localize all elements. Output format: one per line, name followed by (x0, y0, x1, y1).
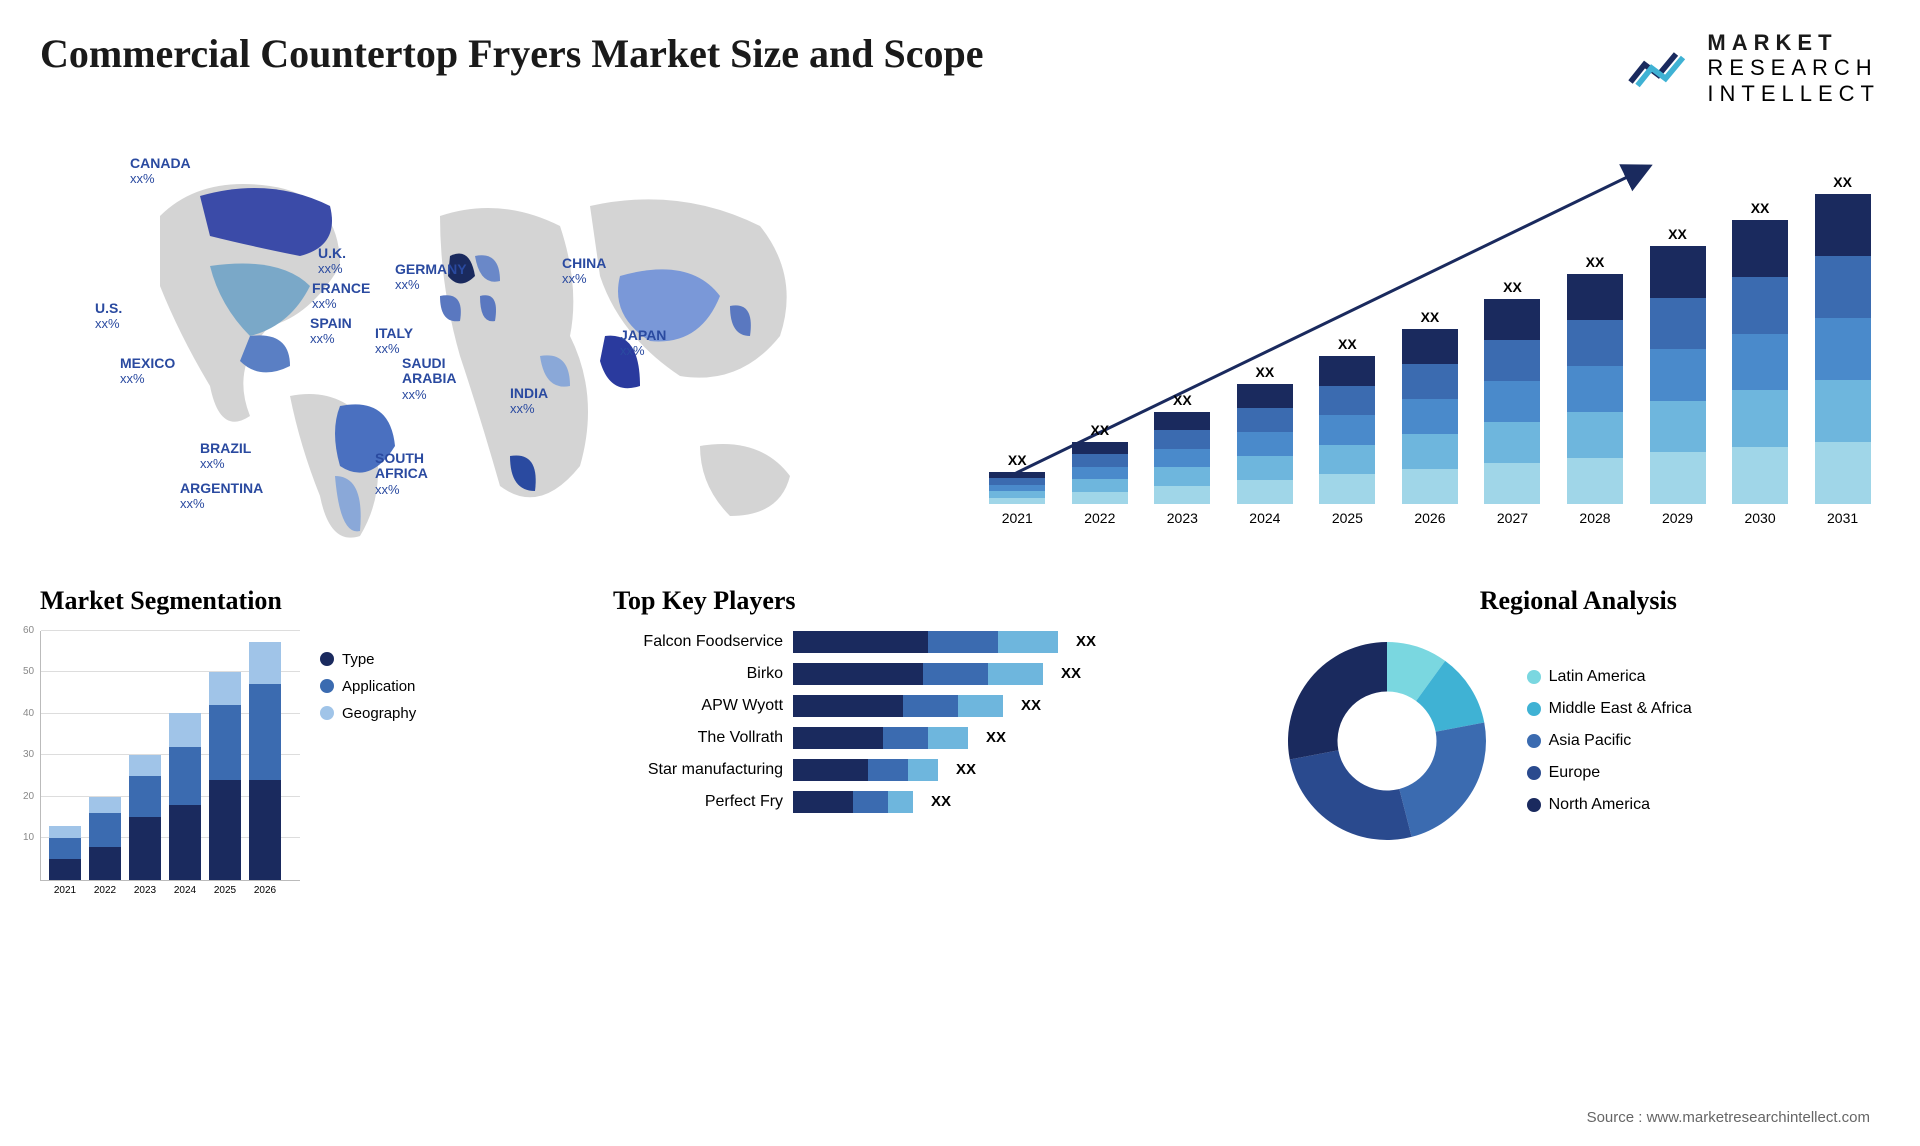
player-row-star-manufacturing: Star manufacturingXX (613, 759, 1247, 781)
players-panel: Top Key Players Falcon FoodserviceXX Birk… (613, 586, 1247, 881)
segmentation-legend: Type Application Geography (320, 631, 416, 881)
seg-legend-geography: Geography (320, 705, 416, 722)
donut-slice-north-america (1288, 642, 1387, 760)
seg-bar-2025: 2025 (209, 672, 241, 880)
map-label-india: INDIAxx% (510, 386, 548, 417)
growth-bar-2021: XX2021 (989, 452, 1045, 526)
growth-bar-2024: XX2024 (1237, 364, 1293, 526)
segmentation-title: Market Segmentation (40, 586, 583, 616)
map-label-brazil: BRAZILxx% (200, 441, 251, 472)
logo-icon (1627, 43, 1697, 93)
growth-bar-2025: XX2025 (1319, 336, 1375, 526)
regional-donut-chart (1277, 631, 1497, 851)
market-growth-chart: XX2021 XX2022 XX2023 XX2024 XX2025 XX2026 XX20… (980, 136, 1880, 556)
segmentation-panel: Market Segmentation 102030405060 2021202… (40, 586, 583, 881)
growth-bar-2031: XX2031 (1815, 174, 1871, 526)
map-label-us: U.S.xx% (95, 301, 122, 332)
regional-legend: Latin America Middle East & Africa Asia Pa… (1527, 668, 1692, 814)
reg-legend-latin-america: Latin America (1527, 668, 1692, 686)
regional-panel: Regional Analysis Latin America Middle Ea… (1277, 586, 1880, 881)
map-label-uk: U.K.xx% (318, 246, 346, 277)
growth-bar-2030: XX2030 (1732, 200, 1788, 526)
seg-bar-2026: 2026 (249, 642, 281, 879)
map-label-saudiarabia: SAUDIARABIAxx% (402, 356, 456, 402)
reg-legend-asia-pacific: Asia Pacific (1527, 732, 1692, 750)
seg-bar-2022: 2022 (89, 797, 121, 880)
growth-bar-2023: XX2023 (1154, 392, 1210, 526)
growth-bar-2029: XX2029 (1650, 226, 1706, 526)
map-label-canada: CANADAxx% (130, 156, 191, 187)
map-label-argentina: ARGENTINAxx% (180, 481, 263, 512)
seg-bar-2023: 2023 (129, 755, 161, 880)
player-row-apw-wyott: APW WyottXX (613, 695, 1247, 717)
donut-slice-europe (1289, 750, 1411, 840)
world-map (40, 136, 940, 556)
donut-slice-asia-pacific (1399, 722, 1486, 836)
map-label-italy: ITALYxx% (375, 326, 413, 357)
reg-legend-north-america: North America (1527, 796, 1692, 814)
seg-legend-type: Type (320, 651, 416, 668)
reg-legend-middle-east---africa: Middle East & Africa (1527, 700, 1692, 718)
player-row-the-vollrath: The VollrathXX (613, 727, 1247, 749)
regional-title: Regional Analysis (1277, 586, 1880, 616)
player-row-perfect-fry: Perfect FryXX (613, 791, 1247, 813)
seg-legend-application: Application (320, 678, 416, 695)
page-title: Commercial Countertop Fryers Market Size… (40, 30, 984, 77)
players-title: Top Key Players (613, 586, 1247, 616)
source-text: Source : www.marketresearchintellect.com (1587, 1109, 1870, 1126)
growth-bar-2022: XX2022 (1072, 422, 1128, 526)
growth-bar-2026: XX2026 (1402, 309, 1458, 526)
segmentation-chart: 102030405060 202120222023202420252026 (40, 631, 300, 881)
map-label-mexico: MEXICOxx% (120, 356, 175, 387)
reg-legend-europe: Europe (1527, 764, 1692, 782)
growth-bar-2027: XX2027 (1484, 279, 1540, 526)
growth-bar-2028: XX2028 (1567, 254, 1623, 526)
player-row-falcon-foodservice: Falcon FoodserviceXX (613, 631, 1247, 653)
logo-text: MARKET RESEARCH INTELLECT (1707, 30, 1880, 106)
map-label-southafrica: SOUTHAFRICAxx% (375, 451, 428, 497)
seg-bar-2021: 2021 (49, 826, 81, 880)
map-label-japan: JAPANxx% (620, 328, 666, 359)
seg-bar-2024: 2024 (169, 713, 201, 880)
map-label-spain: SPAINxx% (310, 316, 352, 347)
world-map-panel: CANADAxx% U.S.xx% MEXICOxx% BRAZILxx% ARGENT… (40, 136, 940, 556)
player-row-birko: BirkoXX (613, 663, 1247, 685)
map-label-china: CHINAxx% (562, 256, 606, 287)
players-chart: Falcon FoodserviceXX BirkoXX APW WyottXX Th… (613, 631, 1247, 813)
brand-logo: MARKET RESEARCH INTELLECT (1627, 30, 1880, 106)
map-label-france: FRANCExx% (312, 281, 370, 312)
map-label-germany: GERMANYxx% (395, 262, 467, 293)
